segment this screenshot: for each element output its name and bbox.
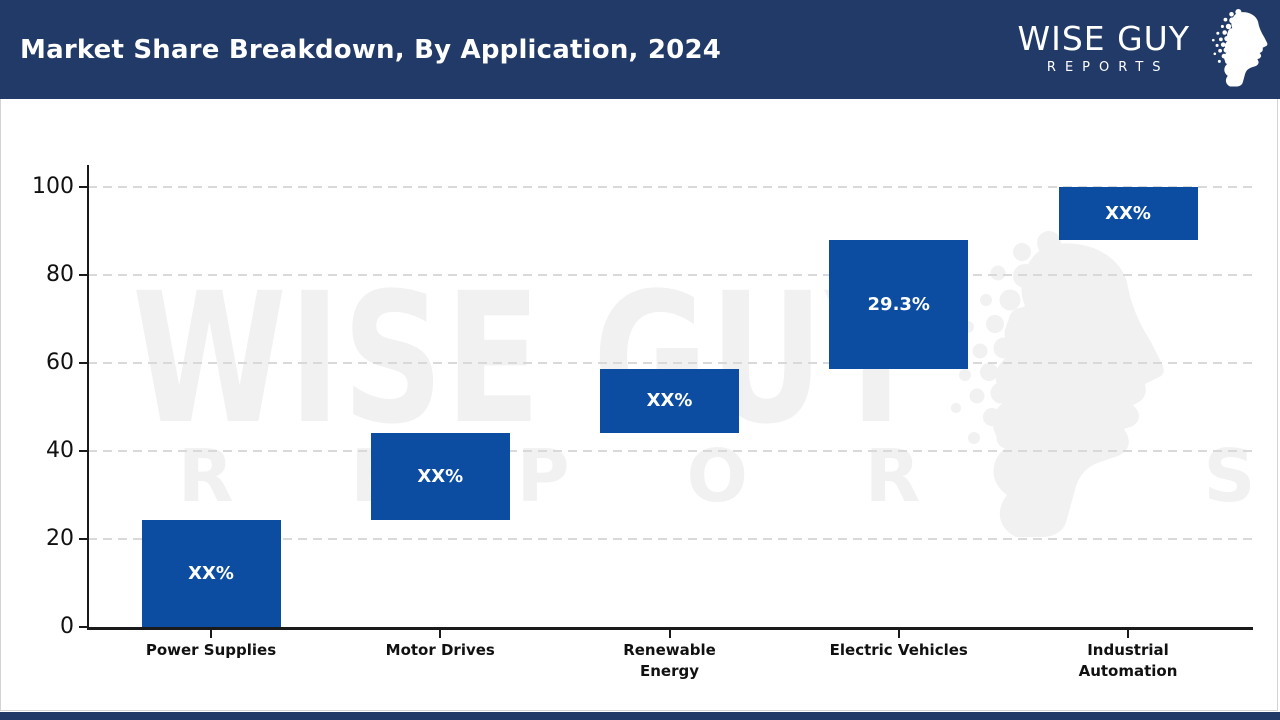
x-tick-mark: [668, 630, 671, 638]
x-category-label: Industrial Automation: [1078, 641, 1178, 680]
bar-electric-vehicles: 29.3%: [829, 239, 969, 369]
y-tick-mark: [79, 274, 88, 276]
logo-subtitle: REPORTS: [1046, 60, 1170, 75]
bar-value-label: XX%: [417, 465, 464, 487]
bar-motor-drives: XX%: [370, 432, 510, 520]
x-category-label: Electric Vehicles: [829, 641, 968, 659]
bar-value-label: XX%: [646, 390, 693, 412]
y-tick-mark: [79, 186, 88, 188]
gridline-y60: [88, 362, 1252, 364]
gridline-y20: [88, 538, 1252, 540]
gridline-y100: [88, 186, 1252, 188]
x-tick-mark: [210, 630, 212, 638]
bar-value-label: XX%: [188, 562, 234, 584]
y-tick-mark: [79, 450, 88, 452]
x-tick-mark: [439, 630, 442, 638]
x-category-label: Motor Drives: [385, 641, 495, 659]
wise-guy-logo: WISE GUY REPORTS: [1017, 7, 1268, 93]
bar-value-label: 29.3%: [867, 293, 930, 315]
y-tick-label: 0: [60, 614, 74, 639]
bar-renewable-energy: XX%: [600, 368, 739, 433]
gridline-y40: [88, 450, 1252, 452]
x-category-label: Renewable Energy: [623, 641, 716, 680]
y-tick-mark: [79, 362, 88, 364]
header-bar: Market Share Breakdown, By Application, …: [0, 0, 1280, 99]
y-tick-label: 100: [32, 174, 74, 199]
logo-text: WISE GUY REPORTS: [1017, 22, 1190, 77]
x-category-label: Power Supplies: [145, 641, 277, 659]
footer-accent-strip: [0, 712, 1280, 720]
y-tick-label: 40: [46, 438, 74, 463]
x-tick-mark: [1127, 630, 1129, 638]
bar-value-label: XX%: [1105, 202, 1151, 224]
bar-power-supplies: XX%: [141, 519, 281, 627]
y-tick-label: 80: [46, 262, 74, 287]
y-axis-line: [87, 165, 89, 629]
page-title: Market Share Breakdown, By Application, …: [20, 34, 722, 65]
y-tick-label: 20: [46, 526, 74, 551]
bar-industrial-automation: XX%: [1058, 187, 1198, 240]
y-tick-mark: [79, 538, 88, 540]
watermark-wordmark: WISE GUY: [132, 255, 929, 464]
y-tick-label: 60: [46, 350, 74, 375]
y-tick-mark: [79, 626, 88, 628]
logo-wordmark: WISE GUY: [1017, 19, 1190, 58]
gridline-y80: [88, 274, 1252, 276]
x-axis-line: [87, 627, 1253, 630]
x-tick-mark: [897, 630, 900, 638]
